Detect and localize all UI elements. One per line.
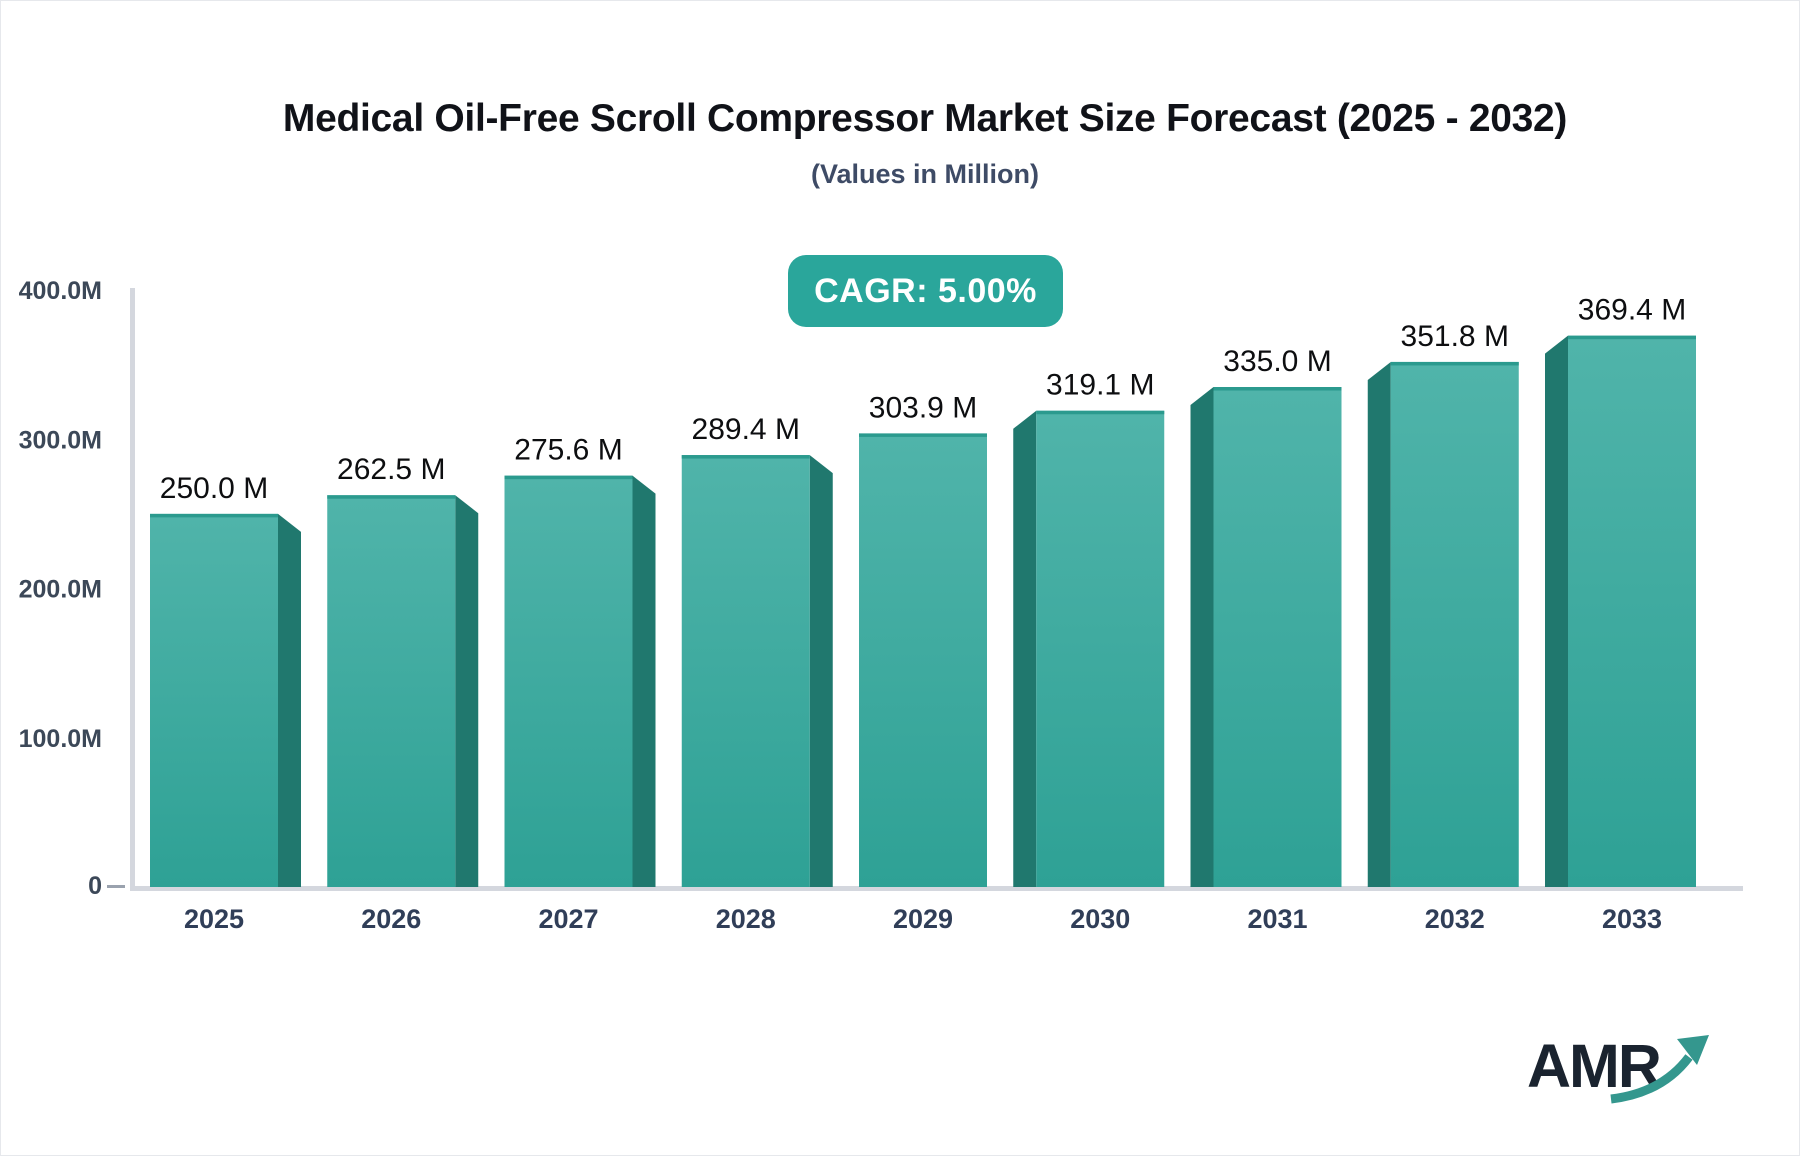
bar [681,455,810,887]
bar [1568,335,1696,887]
bar-top-edge [681,455,810,459]
bar-top-edge [1390,361,1519,366]
bar-top-edge [1036,410,1165,415]
zero-tick-mark [107,885,125,888]
bar-value-label: 262.5 M [337,453,445,486]
bar-side-face [1013,410,1037,887]
y-tick-label: 100.0M [19,725,102,753]
bar-side-face [455,495,479,887]
bar [327,495,456,887]
bar-side-face [809,455,833,887]
bar-value-label: 335.0 M [1223,345,1331,378]
bar-top-edge [327,495,456,499]
bar [504,475,633,887]
y-tick-label: 300.0M [19,426,102,454]
bar-value-label: 351.8 M [1401,320,1509,353]
bar-side-face [1545,335,1568,887]
bar-value-label: 250.0 M [160,472,268,505]
x-category-label: 2029 [893,904,953,934]
bar-top-edge [1568,335,1696,340]
x-category-label: 2025 [184,904,244,934]
x-category-label: 2032 [1425,904,1485,934]
bar-side-face [1367,361,1391,888]
bar-side-face [278,513,301,887]
bar-top-edge [504,475,633,480]
x-category-label: 2030 [1070,904,1130,934]
bar-value-label: 275.6 M [514,434,622,467]
x-category-label: 2027 [538,904,598,934]
bar-value-label: 319.1 M [1046,369,1154,402]
cagr-badge: CAGR: 5.00% [788,255,1063,327]
chart-title: Medical Oil-Free Scroll Compressor Marke… [282,97,1568,140]
y-tick-label: 400.0M [19,277,102,305]
bar-top-edge [859,433,987,437]
x-category-label: 2028 [716,904,776,934]
bar-value-label: 303.9 M [869,391,977,424]
amr-logo: AMR [1527,1031,1717,1111]
bar [150,513,278,887]
bar [1036,410,1165,887]
bar [1390,361,1519,888]
cagr-badge-label: CAGR: 5.00% [814,271,1037,310]
bar [859,433,987,887]
y-axis-line [130,288,135,891]
bar-side-face [1190,387,1214,887]
bar-value-label: 289.4 M [692,413,800,446]
bar-side-face [632,475,656,887]
bar-top-edge [1213,387,1342,391]
x-category-label: 2026 [361,904,421,934]
x-category-label: 2031 [1247,904,1307,934]
growth-arrow-icon [1610,1035,1709,1104]
x-axis-line [130,886,1743,891]
x-category-label: 2033 [1602,904,1662,934]
chart-header: Medical Oil-Free Scroll Compressor Marke… [1,1,1799,190]
bar-top-edge [150,513,278,518]
y-tick-label: 200.0M [19,576,102,604]
chart-subtitle: (Values in Million) [810,159,1040,189]
bar [1213,387,1342,887]
bar-value-label: 369.4 M [1578,294,1686,327]
y-tick-label: 0 [88,872,102,900]
